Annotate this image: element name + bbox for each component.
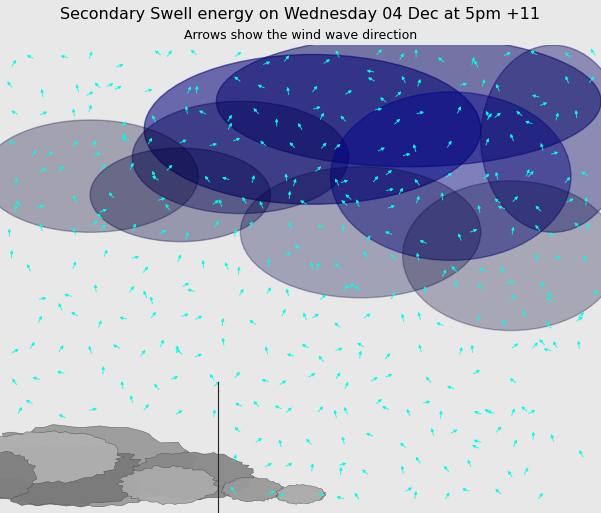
- Polygon shape: [0, 451, 37, 499]
- Polygon shape: [221, 477, 284, 502]
- Ellipse shape: [403, 181, 601, 330]
- Ellipse shape: [240, 167, 481, 298]
- Text: Secondary Swell energy on Wednesday 04 Dec at 5pm +11: Secondary Swell energy on Wednesday 04 D…: [61, 7, 540, 22]
- Ellipse shape: [90, 148, 270, 242]
- Polygon shape: [117, 465, 219, 505]
- Polygon shape: [0, 444, 157, 507]
- Polygon shape: [0, 431, 124, 484]
- Polygon shape: [0, 425, 197, 507]
- Ellipse shape: [144, 54, 481, 204]
- Polygon shape: [276, 484, 326, 504]
- Ellipse shape: [132, 101, 349, 213]
- Ellipse shape: [216, 36, 601, 167]
- Ellipse shape: [331, 92, 571, 261]
- Polygon shape: [131, 451, 254, 500]
- Text: Arrows show the wind wave direction: Arrows show the wind wave direction: [184, 29, 417, 42]
- Ellipse shape: [0, 120, 198, 232]
- Ellipse shape: [481, 45, 601, 232]
